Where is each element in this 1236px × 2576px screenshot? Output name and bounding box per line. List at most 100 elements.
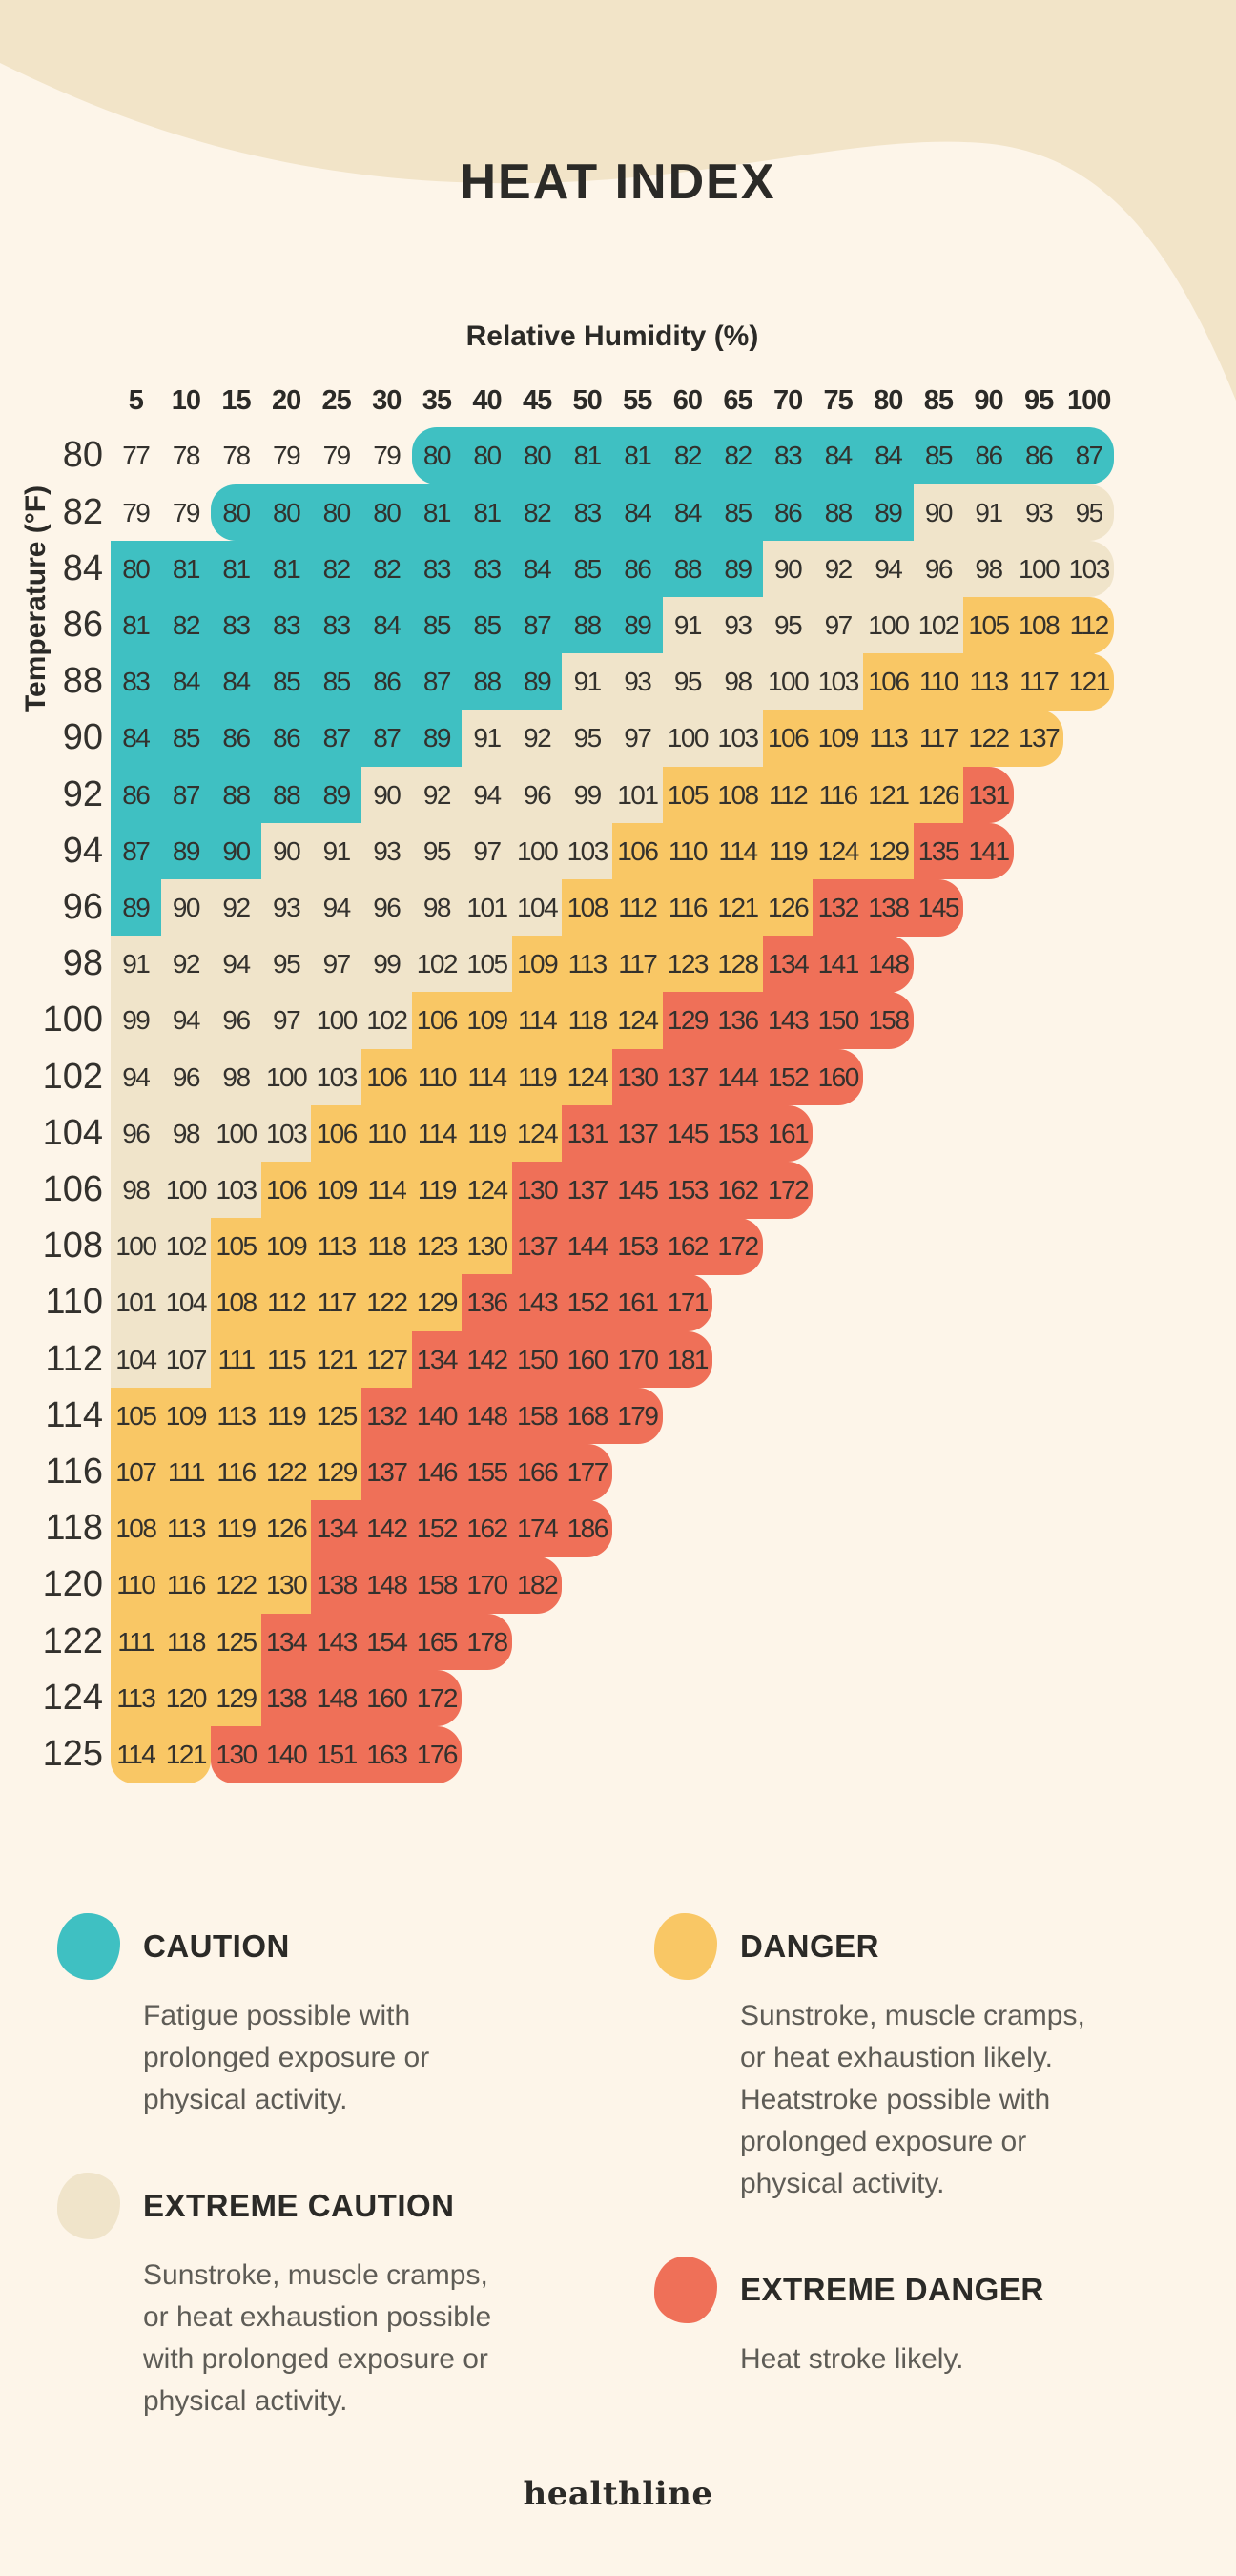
heat-index-cell: 104 (516, 893, 559, 922)
zone-danger (411, 992, 663, 1050)
heat-index-cell: 124 (566, 1061, 609, 1092)
legend-item-caution: CAUTION Fatigue possible with prolonged e… (57, 1913, 572, 2121)
zone-danger (111, 1444, 361, 1501)
heat-index-cell: 103 (216, 1175, 258, 1205)
heat-index-cell: 91 (573, 667, 603, 697)
heat-index-cell: 79 (122, 497, 151, 527)
zone-danger (211, 1218, 512, 1275)
legend-item-header: EXTREME DANGER (654, 2257, 1188, 2323)
heat-index-cell: 83 (122, 667, 151, 697)
heat-index-cell: 110 (668, 835, 709, 866)
zone-extreme_caution (111, 1218, 212, 1275)
zone-extreme_caution (111, 992, 412, 1050)
legend-description: Sunstroke, muscle cramps, or heat exhaus… (143, 2259, 492, 2417)
heat-index-cell: 87 (1075, 441, 1104, 471)
heat-index-cell: 89 (724, 553, 752, 584)
heat-index-cell: 98 (975, 553, 1003, 584)
heat-index-cell: 98 (222, 1061, 251, 1092)
heat-index-cell: 144 (566, 1231, 609, 1262)
temperature-label: 86 (62, 605, 103, 645)
heat-index-cell: 174 (516, 1514, 559, 1544)
heat-index-cell: 100 (767, 667, 810, 697)
heat-index-cell: 95 (673, 667, 703, 697)
danger-swatch (654, 1913, 717, 1980)
heat-index-cell: 161 (767, 1118, 810, 1148)
heat-index-cell: 128 (717, 949, 759, 979)
heat-index-cell: 96 (222, 1005, 251, 1036)
heat-index-cell: 144 (717, 1061, 759, 1092)
heat-index-cell: 108 (216, 1288, 258, 1318)
heat-index-cell: 142 (366, 1514, 408, 1544)
heat-index-cell: 86 (774, 497, 803, 527)
humidity-header: 15 (221, 385, 251, 416)
zone-danger (361, 1048, 612, 1106)
heat-index-cell: 89 (875, 497, 903, 527)
heat-index-cell: 179 (617, 1400, 659, 1431)
zone-danger (211, 1274, 463, 1332)
heat-index-cell: 119 (518, 1061, 558, 1092)
zone-danger (311, 1104, 563, 1163)
heat-index-cell: 109 (466, 1005, 508, 1036)
heat-index-cell: 89 (524, 667, 552, 697)
humidity-header: 45 (522, 385, 552, 416)
zone-caution (111, 822, 261, 880)
heat-index-cell: 171 (667, 1288, 710, 1318)
heat-index-cell: 121 (717, 893, 759, 922)
heat-index-cell: 84 (824, 441, 854, 471)
temperature-label: 125 (42, 1734, 103, 1774)
humidity-header: 20 (271, 385, 301, 416)
heat-index-cell: 132 (366, 1400, 408, 1431)
zone-extreme_caution (562, 653, 863, 711)
heat-index-cell: 152 (767, 1061, 810, 1092)
heat-index-cell: 116 (166, 1570, 207, 1600)
heat-index-cell: 80 (422, 441, 452, 471)
heat-index-cell: 78 (172, 441, 201, 471)
heat-index-cell: 95 (774, 610, 803, 640)
humidity-header: 50 (572, 385, 603, 416)
heat-index-cell: 119 (769, 835, 809, 866)
heat-index-cell: 99 (122, 1005, 151, 1036)
heat-index-cell: 84 (172, 667, 201, 697)
heat-index-cell: 100 (165, 1175, 208, 1205)
heat-index-cell: 155 (466, 1457, 508, 1487)
heat-index-cell: 137 (516, 1231, 559, 1262)
heat-index-cell: 108 (717, 779, 759, 810)
humidity-header: 90 (974, 385, 1003, 416)
wave-shape (0, 0, 1236, 401)
heat-index-cell: 129 (667, 1005, 710, 1036)
heat-index-cell: 82 (724, 441, 752, 471)
heat-index-cell: 108 (1018, 610, 1061, 640)
heat-index-cell: 121 (1068, 667, 1111, 697)
temperature-label: 114 (45, 1394, 103, 1435)
heat-index-cell: 125 (216, 1626, 258, 1657)
zone-extreme_danger (612, 1048, 863, 1106)
heat-index-cell: 82 (524, 497, 552, 527)
heat-index-cell: 107 (115, 1457, 157, 1487)
heat-index-cell: 94 (122, 1061, 151, 1092)
zone-extreme_caution (260, 822, 612, 880)
heat-index-cell: 97 (624, 723, 652, 753)
heat-index-cell: 89 (172, 835, 201, 866)
heat-index-cell: 116 (668, 893, 709, 922)
heat-index-cell: 86 (624, 553, 652, 584)
heat-index-cell: 111 (117, 1626, 155, 1657)
humidity-header: 65 (723, 385, 752, 416)
heat-index-cell: 172 (717, 1231, 759, 1262)
heat-index-cell: 152 (416, 1514, 459, 1544)
legend-item-header: CAUTION (57, 1913, 572, 1980)
temperature-label: 120 (42, 1564, 103, 1605)
heat-index-cell: 108 (566, 893, 609, 922)
heat-index-cell: 138 (265, 1682, 308, 1713)
heat-index-cell: 110 (367, 1118, 407, 1148)
humidity-header: 30 (372, 385, 402, 416)
temperature-label: 96 (62, 887, 103, 927)
heat-index-cell: 83 (222, 610, 251, 640)
heat-index-cell: 124 (466, 1175, 508, 1205)
heat-index-cell: 103 (1068, 553, 1111, 584)
heat-index-cell: 80 (373, 497, 402, 527)
heat-index-cell: 96 (524, 779, 552, 810)
heat-index-cell: 113 (567, 949, 608, 979)
heat-index-cell: 79 (172, 497, 201, 527)
zone-danger (211, 1330, 412, 1389)
heat-index-cell: 121 (316, 1344, 359, 1374)
